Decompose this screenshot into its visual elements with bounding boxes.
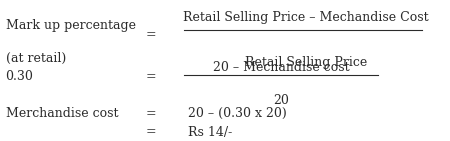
Text: =: = [145,70,156,83]
Text: Mark up percentage: Mark up percentage [5,19,135,32]
Text: 0.30: 0.30 [5,70,33,83]
Text: 20 – (0.30 x 20): 20 – (0.30 x 20) [189,107,287,120]
Text: Retail Selling Price – Mechandise Cost: Retail Selling Price – Mechandise Cost [183,11,429,24]
Text: 20: 20 [273,94,289,107]
Text: =: = [145,125,156,138]
Text: =: = [145,107,156,120]
Text: Rs 14/-: Rs 14/- [189,125,233,138]
Text: (at retail): (at retail) [5,52,66,65]
Text: Merchandise cost: Merchandise cost [5,107,118,120]
Text: 20 – Mechandise cost: 20 – Mechandise cost [212,61,349,74]
Text: Retail Selling Price: Retail Selling Price [245,56,367,69]
Text: =: = [145,28,156,41]
